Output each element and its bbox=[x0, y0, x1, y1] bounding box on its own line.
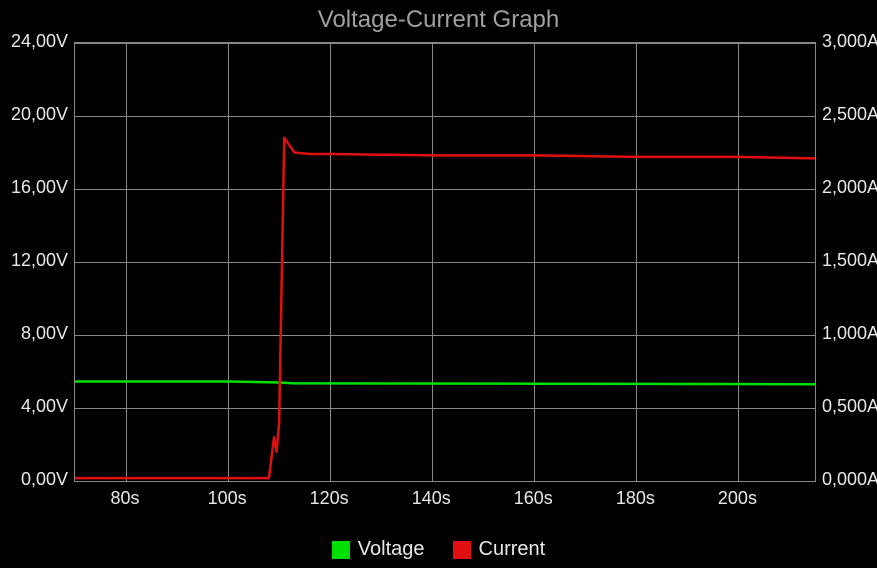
legend-item-current: Current bbox=[453, 538, 546, 561]
y-left-tick-label: 12,00V bbox=[11, 250, 68, 271]
legend-swatch bbox=[332, 541, 350, 559]
y-right-tick-label: 0,000A bbox=[822, 469, 877, 490]
legend-item-voltage: Voltage bbox=[332, 538, 425, 561]
plot-area bbox=[74, 42, 816, 482]
y-left-tick-label: 8,00V bbox=[21, 323, 68, 344]
y-right-tick-label: 2,500A bbox=[822, 104, 877, 125]
y-right-tick-label: 1,000A bbox=[822, 323, 877, 344]
y-left-tick-label: 0,00V bbox=[21, 469, 68, 490]
legend-label: Current bbox=[479, 538, 546, 561]
x-tick-label: 80s bbox=[111, 488, 140, 509]
y-right-tick-label: 1,500A bbox=[822, 250, 877, 271]
y-right-tick-label: 0,500A bbox=[822, 396, 877, 417]
series-line-voltage bbox=[75, 382, 815, 385]
y-left-tick-label: 24,00V bbox=[11, 31, 68, 52]
series-line-current bbox=[75, 138, 815, 478]
legend-label: Voltage bbox=[358, 538, 425, 561]
y-left-tick-label: 4,00V bbox=[21, 396, 68, 417]
legend: Voltage Current bbox=[0, 538, 877, 565]
x-tick-label: 200s bbox=[718, 488, 757, 509]
y-left-tick-label: 20,00V bbox=[11, 104, 68, 125]
x-tick-label: 120s bbox=[310, 488, 349, 509]
chart-container: Voltage-Current Graph 0,00V 4,00V 8,00V 12,… bbox=[0, 0, 877, 568]
x-tick-label: 140s bbox=[412, 488, 451, 509]
x-tick-label: 180s bbox=[616, 488, 655, 509]
chart-title: Voltage-Current Graph bbox=[0, 6, 877, 34]
legend-swatch bbox=[453, 541, 471, 559]
y-right-tick-label: 2,000A bbox=[822, 177, 877, 198]
x-tick-label: 160s bbox=[514, 488, 553, 509]
x-tick-label: 100s bbox=[208, 488, 247, 509]
series-layer bbox=[75, 43, 815, 481]
y-right-tick-label: 3,000A bbox=[822, 31, 877, 52]
y-left-tick-label: 16,00V bbox=[11, 177, 68, 198]
grid-line-horizontal bbox=[75, 481, 815, 482]
